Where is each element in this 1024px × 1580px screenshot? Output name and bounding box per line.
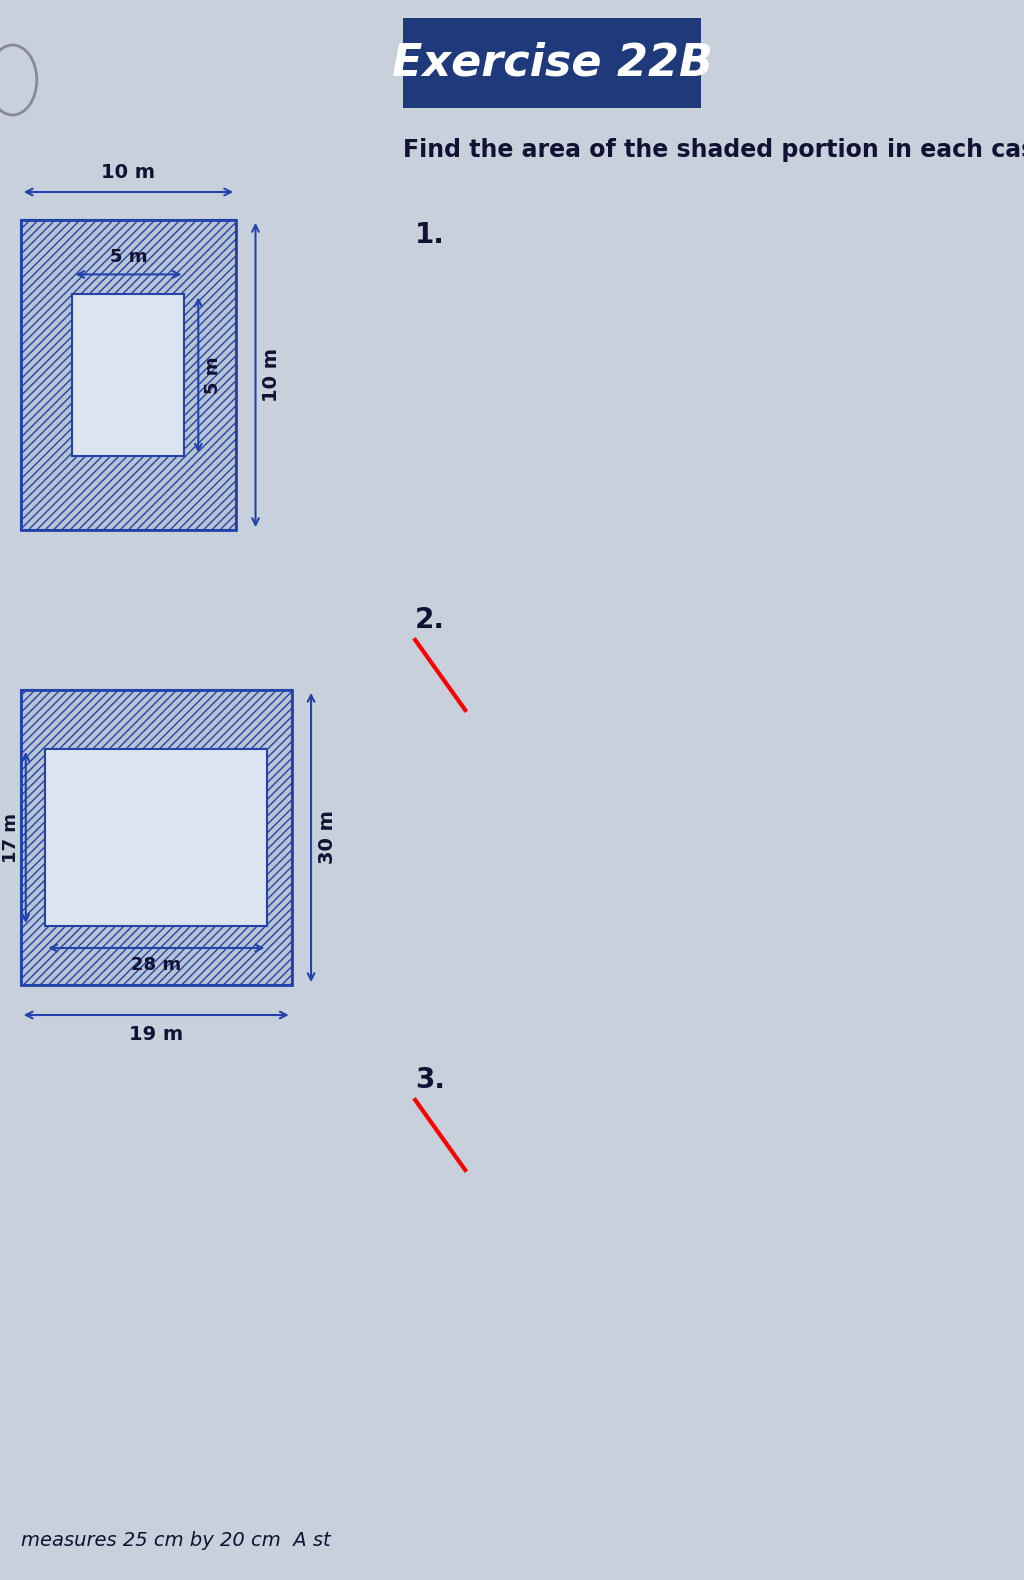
Text: Exercise 22B: Exercise 22B <box>391 41 713 84</box>
Text: 5 m: 5 m <box>204 356 222 393</box>
Bar <box>73 294 184 455</box>
Text: 17 m: 17 m <box>2 812 20 863</box>
Text: 30 m: 30 m <box>318 811 337 864</box>
Bar <box>20 220 237 529</box>
Text: 28 m: 28 m <box>131 956 181 973</box>
Text: 10 m: 10 m <box>101 163 156 182</box>
Text: 3.: 3. <box>415 1066 445 1093</box>
Text: Find the area of the shaded portion in each case.: Find the area of the shaded portion in e… <box>402 137 1024 163</box>
Text: 1.: 1. <box>415 221 445 250</box>
Text: measures 25 cm by 20 cm  A st: measures 25 cm by 20 cm A st <box>20 1531 331 1550</box>
Bar <box>20 690 292 984</box>
Text: 10 m: 10 m <box>262 348 282 401</box>
Bar <box>20 690 292 984</box>
Text: 2.: 2. <box>415 607 445 634</box>
Text: 19 m: 19 m <box>129 1025 183 1044</box>
Text: 5 m: 5 m <box>110 248 147 267</box>
Bar <box>20 220 237 529</box>
Circle shape <box>0 44 37 115</box>
Bar <box>402 17 701 107</box>
Bar <box>45 749 267 926</box>
